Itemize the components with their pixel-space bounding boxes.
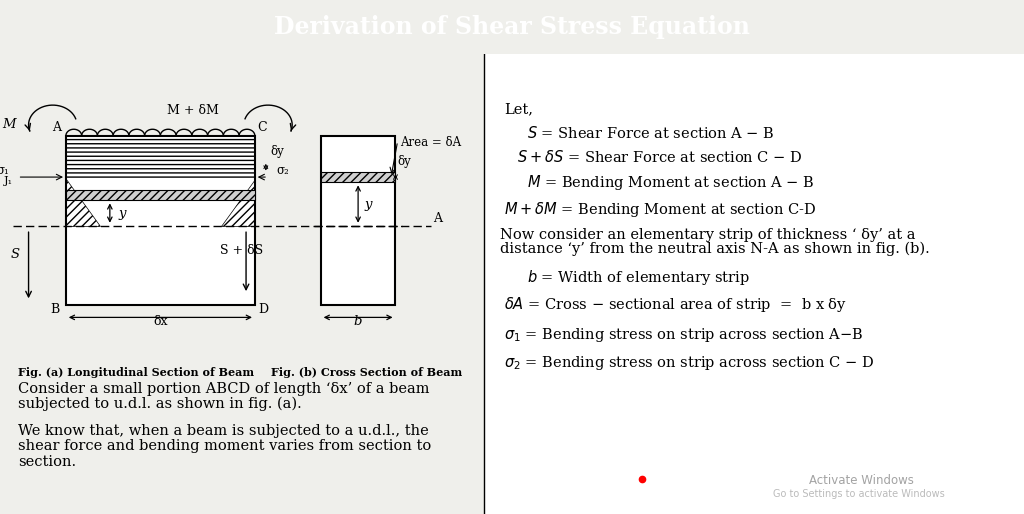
Text: $M$ = Bending Moment at section A − B: $M$ = Bending Moment at section A − B — [527, 173, 815, 192]
Text: A: A — [51, 121, 60, 134]
Text: Fig. (b) Cross Section of Beam: Fig. (b) Cross Section of Beam — [271, 367, 463, 378]
Text: J₁: J₁ — [3, 176, 12, 186]
Text: section.: section. — [18, 455, 77, 469]
Text: $\delta A$ = Cross − sectional area of strip  =  b x δy: $\delta A$ = Cross − sectional area of s… — [504, 296, 847, 315]
Text: S: S — [11, 248, 19, 261]
Text: Area = δA: Area = δA — [399, 137, 461, 150]
Text: M: M — [2, 119, 15, 132]
Bar — [66, 190, 255, 200]
Text: Let,: Let, — [504, 102, 532, 116]
Text: S + δS: S + δS — [220, 245, 263, 258]
Text: σ₂: σ₂ — [276, 164, 290, 177]
Text: σ₁: σ₁ — [0, 164, 9, 177]
Text: D: D — [258, 303, 268, 316]
Text: We know that, when a beam is subjected to a u.d.l., the: We know that, when a beam is subjected t… — [18, 424, 429, 438]
Bar — [66, 190, 255, 200]
Bar — [66, 136, 255, 179]
Text: $\sigma_1$ = Bending stress on strip across section A−B: $\sigma_1$ = Bending stress on strip acr… — [504, 326, 863, 344]
Text: $S$ = Shear Force at section A − B: $S$ = Shear Force at section A − B — [527, 125, 775, 141]
Text: y: y — [119, 207, 126, 219]
Text: Activate Windows: Activate Windows — [809, 474, 913, 487]
Text: $S + \delta S$ = Shear Force at section C − D: $S + \delta S$ = Shear Force at section … — [517, 149, 803, 165]
Text: A: A — [433, 212, 441, 225]
Text: δx: δx — [154, 315, 168, 327]
Text: b: b — [354, 315, 362, 327]
Bar — [321, 172, 395, 182]
Text: Derivation of Shear Stress Equation: Derivation of Shear Stress Equation — [274, 15, 750, 39]
Bar — [321, 172, 395, 182]
Text: subjected to u.d.l. as shown in fig. (a).: subjected to u.d.l. as shown in fig. (a)… — [18, 397, 302, 411]
Text: M + δM: M + δM — [167, 104, 219, 117]
Text: $b$ = Width of elementary strip: $b$ = Width of elementary strip — [527, 268, 751, 287]
Text: y: y — [365, 197, 372, 211]
Text: distance ‘y’ from the neutral axis N-A as shown in fig. (b).: distance ‘y’ from the neutral axis N-A a… — [500, 242, 930, 256]
Text: Go to Settings to activate Windows: Go to Settings to activate Windows — [773, 488, 945, 499]
Bar — [66, 136, 255, 305]
Bar — [321, 136, 395, 305]
Text: shear force and bending moment varies from section to: shear force and bending moment varies fr… — [18, 439, 432, 453]
Text: $M + \delta M$ = Bending Moment at section C-D: $M + \delta M$ = Bending Moment at secti… — [504, 200, 816, 219]
Bar — [484, 54, 1024, 514]
Text: Consider a small portion ABCD of length ‘δx’ of a beam: Consider a small portion ABCD of length … — [18, 381, 430, 395]
Text: B: B — [50, 303, 59, 316]
Text: δy: δy — [270, 145, 284, 158]
Text: Fig. (a) Longitudinal Section of Beam: Fig. (a) Longitudinal Section of Beam — [18, 367, 255, 378]
Text: C: C — [257, 121, 266, 134]
Text: Now consider an elementary strip of thickness ‘ δy’ at a: Now consider an elementary strip of thic… — [500, 228, 915, 242]
Text: $\sigma_2$ = Bending stress on strip across section C − D: $\sigma_2$ = Bending stress on strip acr… — [504, 354, 874, 372]
Text: δy: δy — [397, 155, 412, 168]
